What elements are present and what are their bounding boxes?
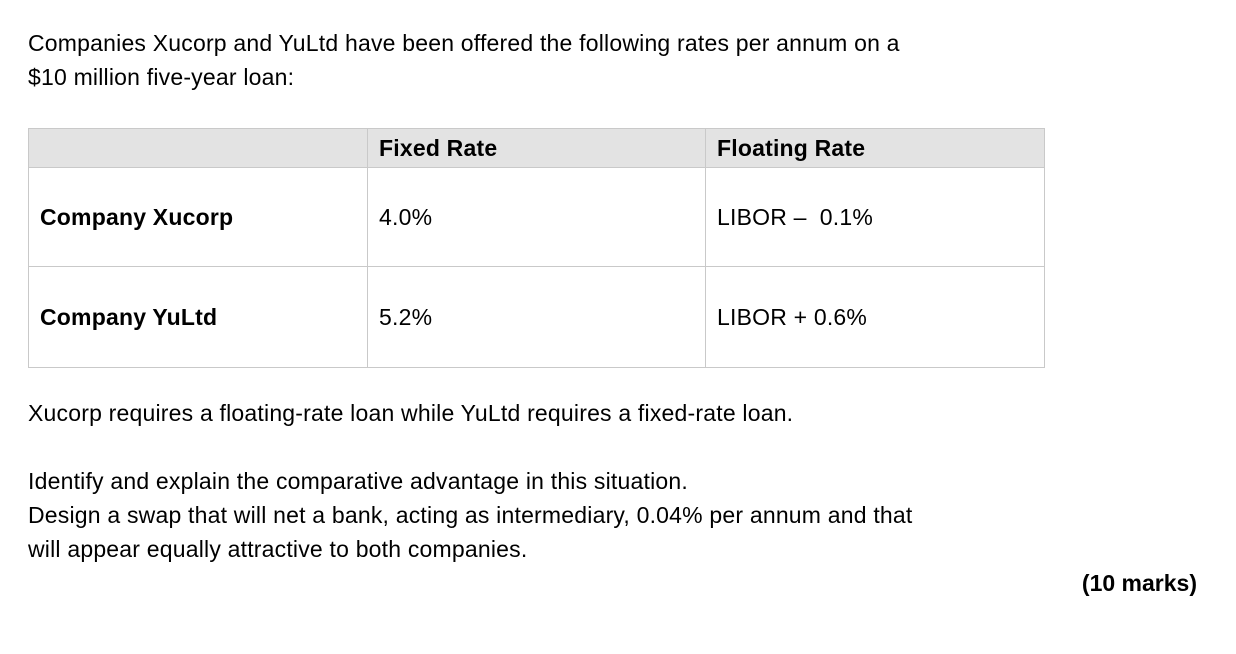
task-line: Identify and explain the comparative adv… [28,468,688,494]
task-line: Design a swap that will net a bank, acti… [28,502,913,528]
floating-rate-cell: LIBOR – 0.1% [705,167,1045,267]
header-cell-empty [28,128,368,168]
company-name-cell: Company YuLtd [28,266,368,368]
intro-line: $10 million five-year loan: [28,64,295,90]
task-line: will appear equally attractive to both c… [28,536,528,562]
header-cell-floating-rate: Floating Rate [705,128,1045,168]
table-row-yultd: Company YuLtd 5.2% LIBOR + 0.6% [28,266,1045,368]
company-name-cell: Company Xucorp [28,167,368,267]
task-paragraph: Identify and explain the comparative adv… [28,464,1197,566]
requirement-line: Xucorp requires a floating-rate loan whi… [28,400,794,426]
table-row-xucorp: Company Xucorp 4.0% LIBOR – 0.1% [28,167,1045,267]
requirement-paragraph: Xucorp requires a floating-rate loan whi… [28,396,1197,430]
header-cell-fixed-rate: Fixed Rate [367,128,706,168]
intro-paragraph: Companies Xucorp and YuLtd have been off… [28,26,1197,94]
rates-table: Fixed Rate Floating Rate Company Xucorp … [28,128,1045,368]
floating-rate-cell: LIBOR + 0.6% [705,266,1045,368]
fixed-rate-cell: 4.0% [367,167,706,267]
intro-line: Companies Xucorp and YuLtd have been off… [28,30,900,56]
marks-label: (10 marks) [1081,570,1197,596]
fixed-rate-cell: 5.2% [367,266,706,368]
table-header-row: Fixed Rate Floating Rate [28,128,1045,168]
